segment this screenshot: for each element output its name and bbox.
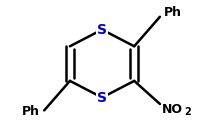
Text: S: S xyxy=(97,23,107,37)
Text: Ph: Ph xyxy=(164,6,182,19)
Text: 2: 2 xyxy=(184,107,191,117)
Text: NO: NO xyxy=(162,103,183,116)
Text: Ph: Ph xyxy=(22,105,40,118)
Text: S: S xyxy=(97,91,107,105)
